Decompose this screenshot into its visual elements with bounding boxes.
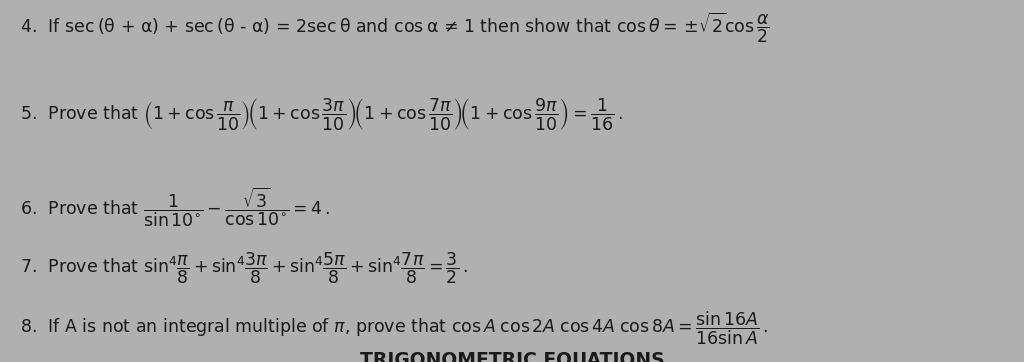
Text: 6.  Prove that $\dfrac{1}{\sin 10^{\circ}} - \dfrac{\sqrt{3}}{\cos 10^{\circ}} =: 6. Prove that $\dfrac{1}{\sin 10^{\circ}… xyxy=(20,186,331,229)
Text: 7.  Prove that $\sin^4\!\dfrac{\pi}{8} + \sin^4\!\dfrac{3\pi}{8} + \sin^4\!\dfra: 7. Prove that $\sin^4\!\dfrac{\pi}{8} + … xyxy=(20,251,468,286)
Text: TRIGONOMETRIC EQUATIONS: TRIGONOMETRIC EQUATIONS xyxy=(359,351,665,362)
Text: 8.  If A is not an integral multiple of $\pi$, prove that $\cos A\;\cos 2A\;\cos: 8. If A is not an integral multiple of $… xyxy=(20,310,768,347)
Text: 4.  If sec (θ + α) + sec (θ - α) = 2sec θ and cos α ≠ 1 then show that $\cos\the: 4. If sec (θ + α) + sec (θ - α) = 2sec θ… xyxy=(20,10,770,45)
Text: 5.  Prove that $\left(1 + \cos\dfrac{\pi}{10}\right)\!\left(1 + \cos\dfrac{3\pi}: 5. Prove that $\left(1 + \cos\dfrac{\pi}… xyxy=(20,96,624,132)
